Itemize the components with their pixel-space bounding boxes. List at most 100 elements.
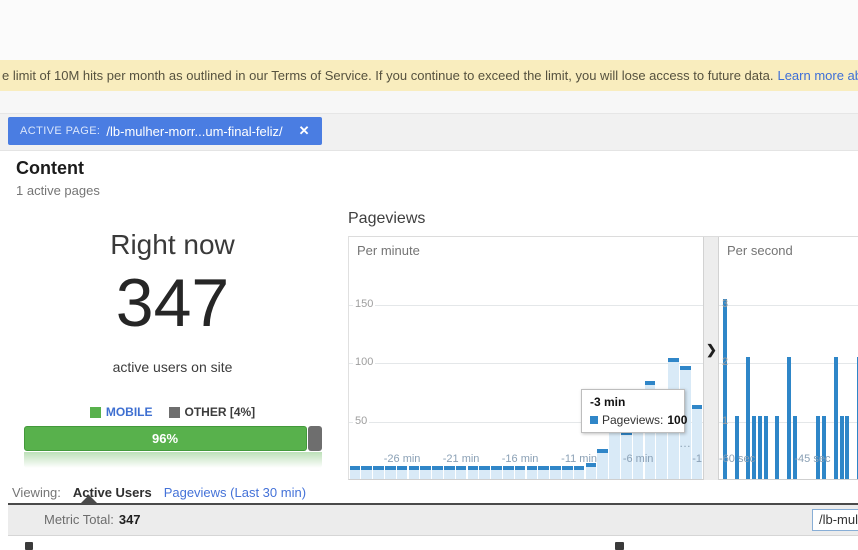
series-swatch-icon xyxy=(590,416,598,424)
pageviews-minute-bar[interactable] xyxy=(550,465,561,479)
pageviews-second-bar[interactable] xyxy=(746,357,751,479)
tooltip-value: 100 xyxy=(667,413,688,427)
per-second-label: Per second xyxy=(727,243,793,258)
pageviews-minute-bar[interactable] xyxy=(597,449,608,479)
y-axis-label: 100 xyxy=(353,356,376,368)
gridline xyxy=(349,304,703,306)
x-axis-tick-label: -21 min xyxy=(442,453,480,465)
filter-toolbar: ACTIVE PAGE: /lb-mulher-morr...um-final-… xyxy=(0,114,858,151)
pageviews-minute-bar[interactable] xyxy=(420,465,431,479)
pageviews-minute-bar[interactable] xyxy=(396,465,408,479)
pageviews-minute-bar[interactable] xyxy=(373,465,384,479)
pageviews-second-bar[interactable] xyxy=(792,415,797,479)
x-axis-tick-label: -16 min xyxy=(501,453,539,465)
bar-reflection xyxy=(23,452,322,468)
truncation-ellipsis: … xyxy=(679,436,692,450)
x-axis-tick-label: -6 min xyxy=(622,453,654,465)
page-filter-input[interactable]: /lb-mul xyxy=(812,509,858,531)
right-now-title: Right now xyxy=(110,229,235,260)
selected-tab-caret xyxy=(81,495,97,503)
x-axis-tick-label: -11 min xyxy=(561,453,598,465)
device-legend: MOBILE OTHER [4%] xyxy=(0,405,345,419)
pageviews-card: Per minute 50 100 150 -26 min -21 min -16 mi… xyxy=(348,236,858,480)
pageviews-minute-bar[interactable] xyxy=(609,425,620,479)
pageviews-second-bar[interactable] xyxy=(822,415,827,479)
pageviews-per-second-panel: Per second 1 2 3 -60 sec -45 sec xyxy=(719,237,858,480)
pageviews-second-bar[interactable] xyxy=(723,298,727,479)
toolbar-upper-strip xyxy=(0,91,858,114)
filter-chip-label: ACTIVE PAGE: xyxy=(20,125,101,137)
quota-warning-text: e limit of 10M hits per month as outline… xyxy=(2,68,774,83)
mobile-share-bar[interactable]: 96% xyxy=(23,426,307,451)
tooltip-series-label: Pageviews: xyxy=(602,413,664,427)
viewing-label: Viewing: xyxy=(12,484,61,500)
pageviews-second-bar[interactable] xyxy=(787,357,792,479)
pageviews-minute-bar[interactable] xyxy=(444,465,455,479)
legend-item-mobile[interactable]: MOBILE xyxy=(89,405,153,419)
chart-tooltip: -3 min Pageviews: 100 xyxy=(581,389,688,433)
active-users-subtitle: active users on site xyxy=(112,359,233,375)
pageviews-minute-bar[interactable] xyxy=(385,465,396,479)
pageviews-minute-bar[interactable] xyxy=(503,465,514,479)
x-axis-tick-label: -26 min xyxy=(383,453,421,465)
chevron-right-icon[interactable]: ❯ xyxy=(706,342,717,357)
pageviews-second-bar[interactable] xyxy=(752,415,757,479)
active-pages-count: 1 active pages xyxy=(16,183,100,198)
learn-more-link[interactable]: Learn more ab xyxy=(777,68,858,83)
y-axis-label: 50 xyxy=(353,414,370,427)
pageviews-second-bar[interactable] xyxy=(833,357,838,479)
quota-warning-banner: e limit of 10M hits per month as outline… xyxy=(0,60,858,91)
other-share-bar[interactable] xyxy=(307,426,322,451)
other-legend-swatch xyxy=(168,406,180,418)
clipped-row-fragment-left xyxy=(25,542,33,550)
pageviews-minute-bar[interactable] xyxy=(573,465,585,479)
tab-pageviews-last-30-min[interactable]: Pageviews (Last 30 min) xyxy=(163,484,307,500)
active-page-filter-chip[interactable]: ACTIVE PAGE: /lb-mulher-morr...um-final-… xyxy=(8,117,322,145)
pageviews-second-bar[interactable] xyxy=(775,415,780,479)
gridline xyxy=(349,363,703,364)
y-axis-label: 1 xyxy=(722,414,729,427)
pageviews-second-bar[interactable] xyxy=(845,415,850,479)
pageviews-second-bar[interactable] xyxy=(763,415,768,479)
pageviews-second-bar[interactable] xyxy=(816,415,821,479)
y-axis-label: 2 xyxy=(722,356,729,368)
mobile-legend-swatch xyxy=(89,406,101,418)
pageviews-minute-bar[interactable] xyxy=(514,465,526,479)
metric-total-value: 347 xyxy=(118,512,141,527)
legend-item-other[interactable]: OTHER [4%] xyxy=(168,405,255,419)
y-axis-label: 3 xyxy=(722,297,729,310)
active-users-count: 347 xyxy=(115,265,230,341)
pageviews-second-bar[interactable] xyxy=(734,415,739,479)
pageviews-minute-bar[interactable] xyxy=(491,465,502,479)
viewing-selector-row: Viewing: Active Users Pageviews (Last 30… xyxy=(0,481,858,503)
pageviews-minute-bar[interactable] xyxy=(526,465,538,479)
pageviews-minute-bar[interactable] xyxy=(479,465,490,479)
pageviews-minute-bar[interactable] xyxy=(562,465,573,479)
right-now-panel: Right now 347 active users on site MOBIL… xyxy=(0,215,345,468)
mobile-legend-label: MOBILE xyxy=(105,405,153,419)
close-icon[interactable]: ✕ xyxy=(298,123,310,138)
gridline xyxy=(719,304,858,306)
per-minute-label: Per minute xyxy=(357,243,420,258)
pageviews-minute-bar[interactable] xyxy=(585,463,597,479)
pageviews-minute-bar[interactable] xyxy=(455,465,467,479)
pageviews-minute-bar[interactable] xyxy=(432,465,443,479)
pageviews-title: Pageviews xyxy=(348,210,426,227)
pageviews-minute-bar[interactable] xyxy=(691,404,703,479)
pageviews-minute-bar[interactable] xyxy=(680,366,691,479)
pageviews-minute-bar[interactable] xyxy=(349,465,361,479)
x-axis-tick-label: -60 sec xyxy=(719,453,756,465)
metric-total-bar: Metric Total: 347 xyxy=(8,503,858,536)
filter-chip-value: /lb-mulher-morr...um-final-feliz/ xyxy=(106,123,283,139)
chart-pane-divider[interactable]: ❯ xyxy=(703,237,719,480)
metric-total-label: Metric Total: xyxy=(44,512,114,527)
y-axis-label: 150 xyxy=(353,297,376,310)
gridline xyxy=(349,421,703,423)
pageviews-second-bar[interactable] xyxy=(839,415,844,479)
pageviews-second-bar[interactable] xyxy=(757,415,762,479)
pageviews-minute-bar[interactable] xyxy=(467,465,479,479)
pageviews-minute-bar[interactable] xyxy=(408,465,420,479)
pageviews-minute-bar[interactable] xyxy=(538,465,549,479)
pageviews-minute-bar[interactable] xyxy=(361,465,372,479)
top-header-zone xyxy=(0,0,858,60)
